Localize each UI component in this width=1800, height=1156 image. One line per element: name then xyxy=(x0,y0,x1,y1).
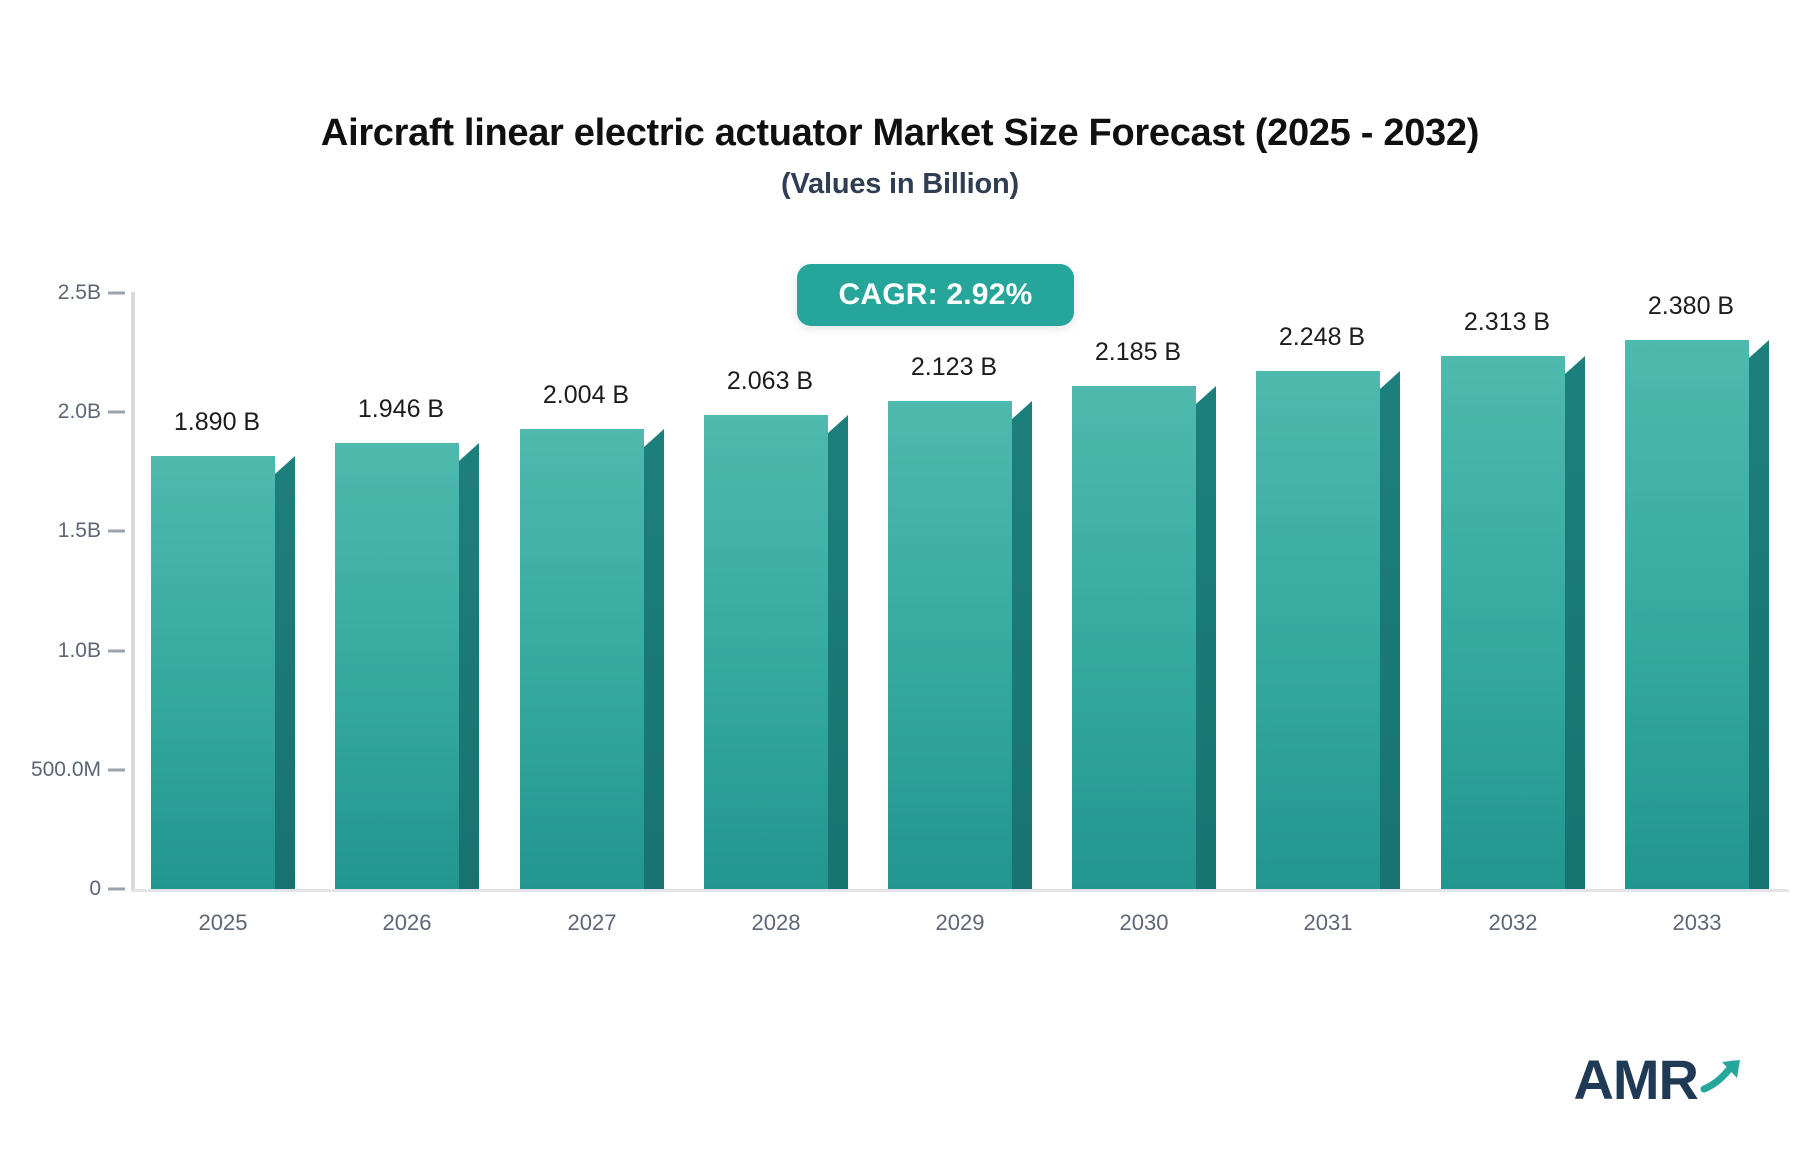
x-axis-tick-label: 2031 xyxy=(1303,910,1353,935)
bar-value-label: 1.946 B xyxy=(357,395,445,424)
bar-side xyxy=(1380,389,1400,889)
bar-side xyxy=(1749,357,1769,889)
bar-face xyxy=(1256,371,1380,889)
x-axis-line xyxy=(131,889,1789,892)
bar-value-label: 2.313 B xyxy=(1463,307,1551,336)
bar-top-bevel xyxy=(1380,371,1400,390)
bar-side xyxy=(459,461,479,889)
bar-top-bevel xyxy=(275,456,295,475)
bar-2029[interactable] xyxy=(888,400,1032,889)
bar-value-label: 1.890 B xyxy=(173,408,261,437)
x-axis-tick-label: 2027 xyxy=(567,910,617,935)
bar-side xyxy=(275,474,295,889)
bar-side xyxy=(644,447,664,889)
amr-logo-text: AMR xyxy=(1573,1048,1699,1111)
page-title: Aircraft linear electric actuator Market… xyxy=(320,112,1480,154)
bar-face xyxy=(520,429,644,889)
x-axis-tick-label: 2029 xyxy=(935,910,985,935)
arrow-up-right-icon xyxy=(1700,1055,1744,1100)
bar-face xyxy=(1625,339,1749,889)
bar-top-bevel xyxy=(828,415,848,434)
bar-face xyxy=(151,456,275,889)
y-axis-tick-mark xyxy=(108,768,125,772)
x-axis-tick-label: 2032 xyxy=(1488,910,1538,935)
bar-top-bevel xyxy=(459,443,479,462)
bar-value-label: 2.185 B xyxy=(1094,338,1182,367)
bar-face xyxy=(1072,386,1196,889)
y-axis-tick-label: 1.5B xyxy=(57,519,101,543)
bar-top-bevel xyxy=(1749,339,1769,358)
bar-face xyxy=(335,443,459,889)
bar-2027[interactable] xyxy=(520,429,664,889)
y-axis-tick-mark xyxy=(108,410,125,414)
y-axis-tick-mark xyxy=(108,887,125,891)
bar-top-bevel xyxy=(1196,386,1216,405)
amr-logo: AMR xyxy=(1573,1052,1744,1108)
bar-side xyxy=(828,433,848,889)
bar-value-label: 2.063 B xyxy=(726,367,814,396)
bar-value-label: 2.004 B xyxy=(542,381,630,410)
bar-value-label: 2.123 B xyxy=(910,352,998,381)
bar-top-bevel xyxy=(1565,355,1585,374)
y-axis-tick-label: 2.5B xyxy=(57,281,101,304)
bar-face xyxy=(704,415,828,889)
x-axis-tick-label: 2033 xyxy=(1672,910,1722,935)
y-axis-tick-label: 1.0B xyxy=(57,638,101,662)
bar-top-bevel xyxy=(1012,400,1032,419)
y-axis-tick-label: 500.0M xyxy=(30,757,101,781)
y-axis-line xyxy=(131,292,135,892)
x-axis-tick-label: 2030 xyxy=(1119,910,1169,935)
bar-face xyxy=(888,400,1012,889)
bar-2028[interactable] xyxy=(704,415,848,889)
x-axis-tick-label: 2028 xyxy=(751,910,801,935)
bar-2033[interactable] xyxy=(1625,339,1769,889)
bar-2030[interactable] xyxy=(1072,386,1216,889)
bar-face xyxy=(1441,355,1565,889)
y-axis-tick-mark xyxy=(108,649,125,653)
bar-side xyxy=(1012,418,1032,889)
bar-2031[interactable] xyxy=(1256,371,1400,889)
bar-top-bevel xyxy=(644,429,664,448)
y-axis-tick-mark xyxy=(108,529,125,533)
bar-side xyxy=(1565,373,1585,889)
x-axis-tick-label: 2025 xyxy=(198,910,248,935)
chart-subtitle: (Values in Billion) xyxy=(781,168,1019,200)
bar-2026[interactable] xyxy=(335,443,479,889)
bar-2032[interactable] xyxy=(1441,355,1585,889)
y-axis-tick-label: 2.0B xyxy=(57,400,101,424)
bar-value-label: 2.248 B xyxy=(1278,323,1366,352)
x-axis-tick-label: 2026 xyxy=(382,910,432,935)
bar-2025[interactable] xyxy=(151,456,295,889)
y-axis-tick-label: 0 xyxy=(89,877,101,900)
bar-value-label: 2.380 B xyxy=(1647,291,1735,320)
cagr-badge: CAGR: 2.92% xyxy=(797,264,1074,326)
bar-side xyxy=(1196,404,1216,889)
y-axis-tick-mark xyxy=(108,291,125,295)
